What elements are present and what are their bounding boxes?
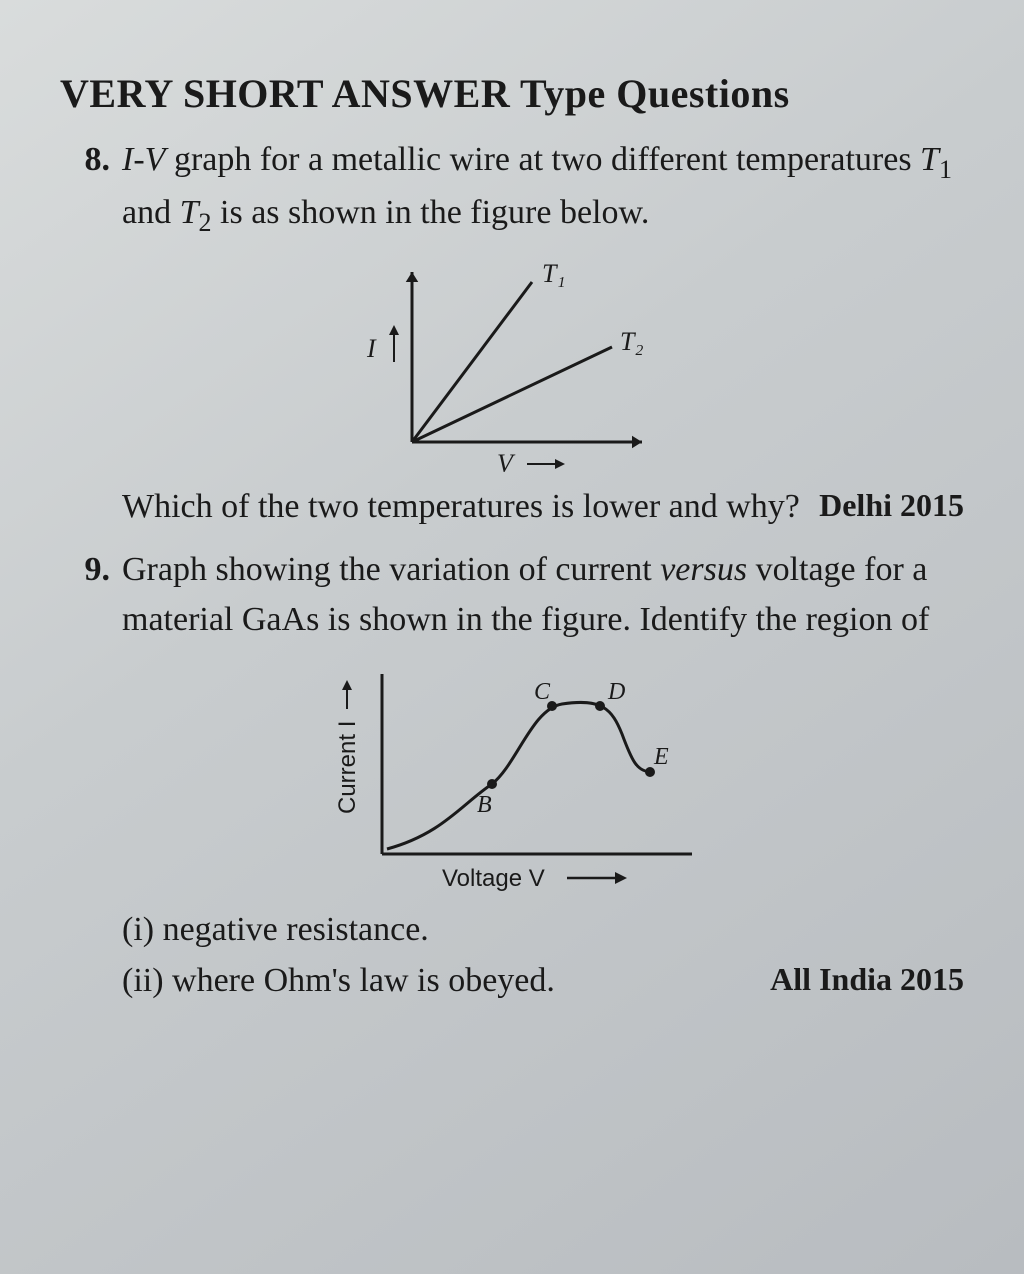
q8-source: Delhi 2015 — [819, 482, 964, 528]
svg-text:T₁: T₁ — [542, 259, 566, 288]
q8-which: Which of the two temperatures is lower a… — [122, 488, 800, 525]
svg-text:E: E — [653, 744, 669, 770]
section-heading: VERY SHORT ANSWER Type Questions — [60, 70, 964, 117]
textbook-page: VERY SHORT ANSWER Type Questions 8. I-V … — [0, 0, 1024, 1274]
svg-text:C: C — [534, 679, 551, 705]
question-8: 8. I-V graph for a metallic wire at two … — [60, 135, 964, 242]
q9-text: Graph showing the variation of current v… — [122, 545, 964, 644]
q8-text: I-V graph for a metallic wire at two dif… — [122, 135, 964, 242]
iv-graph: T₁ T₂ I V — [352, 252, 672, 472]
svg-text:I: I — [366, 334, 377, 363]
svg-text:Current I: Current I — [334, 720, 361, 813]
q9-number: 9. — [60, 545, 122, 594]
q9-figure: B C D E Current I Voltage V — [60, 654, 964, 894]
q8-figure: T₁ T₂ I V — [60, 252, 964, 472]
q9-option: (i) negative resistance. — [122, 904, 964, 955]
q8-after-text: Which of the two temperatures is lower a… — [122, 482, 964, 531]
q8-after: Which of the two temperatures is lower a… — [60, 482, 964, 531]
svg-text:V: V — [497, 449, 516, 472]
q9-source: All India 2015 — [770, 955, 964, 1003]
svg-text:D: D — [607, 679, 625, 705]
heading-suffix: Type Questions — [520, 71, 790, 116]
q8-number: 8. — [60, 135, 122, 184]
q9-option: (ii) where Ohm's law is obeyed.All India… — [122, 955, 964, 1006]
svg-text:B: B — [477, 792, 492, 818]
svg-text:T₂: T₂ — [620, 327, 644, 356]
question-9: 9. Graph showing the variation of curren… — [60, 545, 964, 644]
gaas-graph: B C D E Current I Voltage V — [302, 654, 722, 894]
heading-prefix: VERY SHORT ANSWER — [60, 71, 520, 116]
q9-options: (i) negative resistance.(ii) where Ohm's… — [60, 904, 964, 1006]
svg-text:Voltage V: Voltage V — [442, 865, 545, 892]
